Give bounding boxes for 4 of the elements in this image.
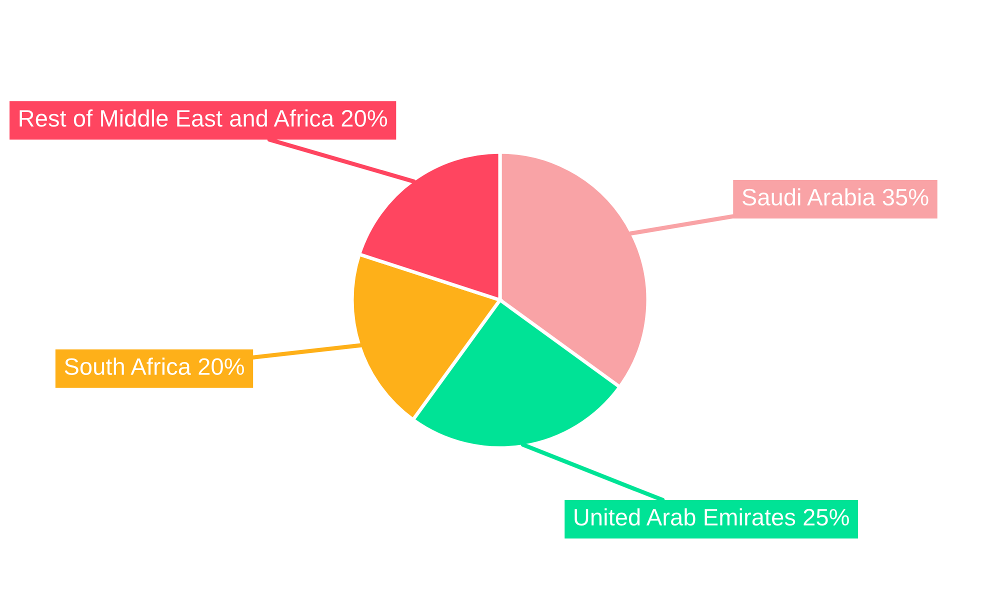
- slice-label: Saudi Arabia 35%: [742, 188, 928, 206]
- slice-label: South Africa 20%: [64, 358, 244, 375]
- slice-label: Rest of Middle East and Africa 20%: [20, 109, 388, 127]
- slice-label: United Arab Emirates 25%: [574, 508, 849, 526]
